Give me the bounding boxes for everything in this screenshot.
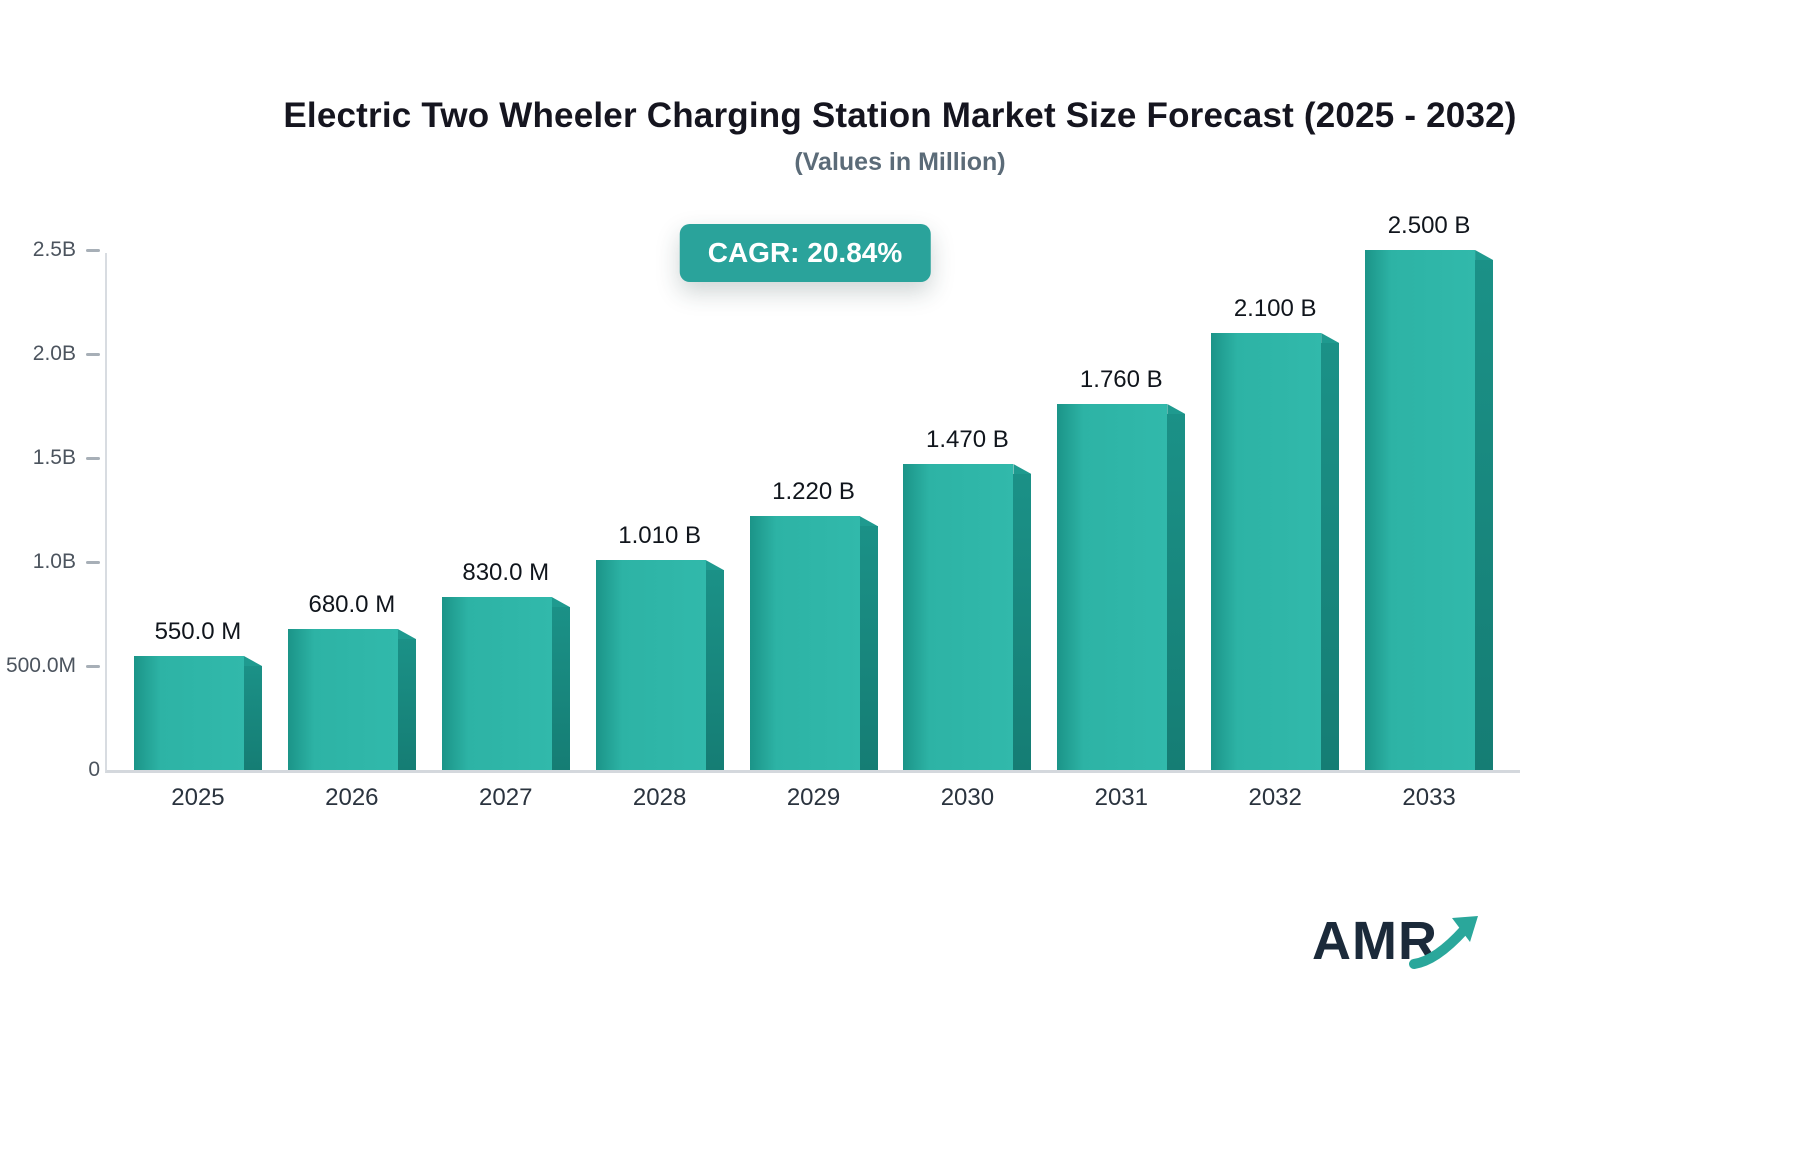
plot-area: 0 500.0M 1.0B 1.5B 2.0B 2.5B 550.0 M 680.0 M 83…	[6, 212, 1520, 811]
bar-group: 550.0 M	[121, 618, 275, 770]
bar-value-label: 2.500 B	[1387, 212, 1471, 239]
bar-side-face	[243, 666, 262, 770]
bar-top-bevel	[243, 656, 262, 666]
x-axis-label: 2028	[632, 784, 687, 811]
y-axis-tick: 500.0M	[6, 653, 100, 679]
bar-group: 1.010 B	[583, 522, 737, 770]
bar-side-face	[1167, 414, 1186, 770]
bar-top-bevel	[1167, 404, 1186, 414]
bar-group: 1.470 B	[890, 426, 1044, 770]
bar-value-label: 680.0 M	[308, 591, 396, 618]
bar-side-face	[859, 526, 878, 770]
y-axis-tick-label: 2.0B	[32, 342, 76, 365]
bar-value-label: 550.0 M	[154, 618, 242, 645]
bar-front-face	[287, 629, 398, 770]
bar-top-bevel	[397, 629, 416, 639]
bars: 550.0 M 680.0 M 830.0 M 1.010 B 1.220 B 1.470…	[107, 212, 1520, 770]
y-axis-tick: 0	[88, 757, 100, 783]
bar-value-label: 2.100 B	[1233, 295, 1317, 322]
bar-group: 680.0 M	[275, 591, 429, 770]
x-axis-label: 2027	[479, 784, 533, 811]
bar-value-label: 1.760 B	[1079, 366, 1163, 393]
bar-front-face	[1057, 404, 1168, 770]
x-axis-label: 2031	[1094, 784, 1148, 811]
bar-side-face	[1475, 260, 1494, 770]
bar-front-face	[133, 656, 244, 770]
x-axis-label: 2029	[786, 784, 841, 811]
bar	[749, 516, 878, 770]
y-axis-tick-label: 500.0M	[5, 654, 76, 677]
bar-front-face	[903, 464, 1014, 770]
y-axis-tick-mark	[86, 560, 100, 564]
bar-value-label: 830.0 M	[462, 559, 550, 586]
bar-side-face	[705, 570, 724, 770]
amr-logo: AMR	[1312, 912, 1482, 970]
bar	[1057, 404, 1186, 770]
bar-group: 830.0 M	[429, 559, 583, 770]
trending-up-arrow-icon	[1409, 916, 1478, 969]
bar-group: 1.220 B	[737, 478, 891, 770]
bar	[287, 629, 416, 770]
bar-front-face	[749, 516, 860, 770]
bar	[595, 560, 724, 770]
bar-side-face	[397, 639, 416, 770]
y-axis-tick: 2.5B	[33, 237, 100, 263]
y-axis-tick-mark	[86, 352, 100, 356]
bar-group: 2.100 B	[1198, 295, 1352, 770]
y-axis-tick-mark	[86, 664, 100, 668]
y-axis-tick-label: 1.5B	[32, 446, 76, 469]
bar-value-label: 1.470 B	[926, 426, 1009, 453]
chart-area: 0 500.0M 1.0B 1.5B 2.0B 2.5B 550.0 M 680.0 M 83…	[6, 212, 1520, 811]
bar-front-face	[595, 560, 706, 770]
x-axis-label: 2025	[171, 784, 225, 811]
bar-group: 1.760 B	[1044, 366, 1198, 770]
y-axis: 0 500.0M 1.0B 1.5B 2.0B 2.5B	[4, 238, 100, 781]
bar	[441, 597, 570, 770]
x-axis: 2025 2026 2027 2028 2029 2030 2031 2032 2033	[107, 784, 1520, 812]
bar-top-bevel	[551, 597, 570, 607]
y-axis-tick-mark	[86, 456, 100, 460]
chart-title: Electric Two Wheeler Charging Station Ma…	[283, 96, 1517, 135]
bar-top-bevel	[1013, 464, 1032, 474]
bar-side-face	[1321, 343, 1340, 770]
cagr-badge: CAGR: 20.84%	[679, 224, 931, 282]
bar	[133, 656, 262, 770]
bar	[903, 464, 1032, 770]
bar-front-face	[441, 597, 552, 770]
bar-side-face	[551, 607, 570, 770]
x-axis-label: 2026	[325, 784, 379, 811]
bar	[1211, 333, 1340, 770]
bar-front-face	[1365, 250, 1476, 770]
y-axis-tick-label: 2.5B	[32, 238, 76, 261]
x-axis-label: 2030	[940, 784, 995, 811]
bar-front-face	[1211, 333, 1322, 770]
y-axis-tick-label: 1.0B	[32, 550, 76, 573]
y-axis-tick-label: 0	[88, 758, 100, 781]
chart-subtitle: (Values in Million)	[794, 148, 1006, 176]
bar-top-bevel	[1475, 250, 1494, 260]
bar-top-bevel	[859, 516, 878, 526]
y-axis-tick: 2.0B	[33, 341, 100, 367]
y-axis-tick: 1.5B	[33, 445, 100, 471]
y-axis-tick: 1.0B	[33, 549, 100, 575]
bar	[1365, 250, 1494, 770]
bar-value-label: 1.010 B	[618, 522, 701, 549]
bar-top-bevel	[705, 560, 724, 570]
y-axis-tick-mark	[86, 248, 100, 252]
x-axis-label: 2032	[1248, 784, 1302, 811]
bar-top-bevel	[1321, 333, 1340, 343]
bar-value-label: 1.220 B	[772, 478, 855, 505]
x-axis-label: 2033	[1402, 784, 1456, 811]
bar-group: 2.500 B	[1352, 212, 1506, 770]
bar-side-face	[1013, 474, 1032, 770]
